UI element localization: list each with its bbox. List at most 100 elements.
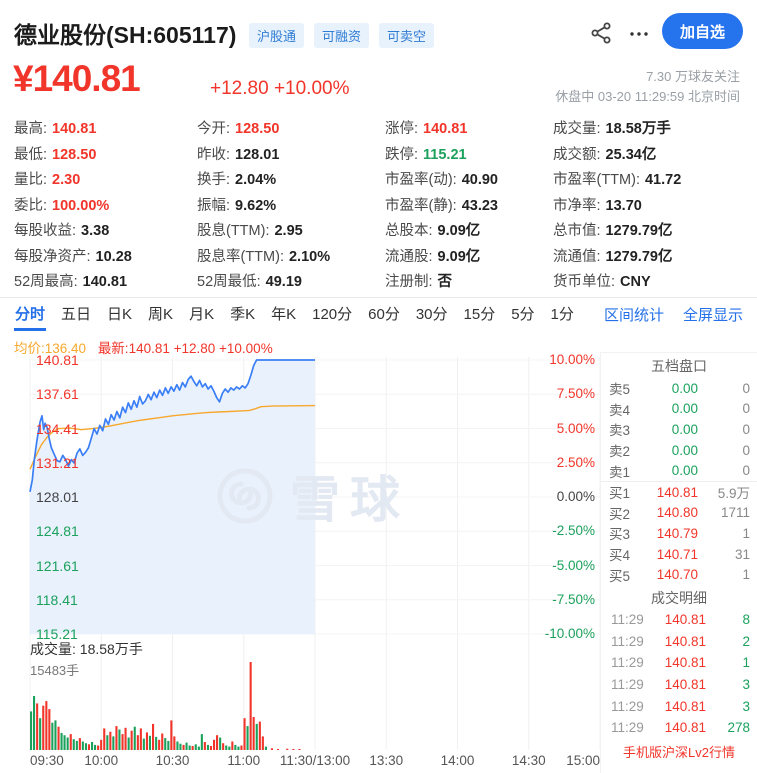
tab-6[interactable]: 年K — [271, 305, 297, 323]
level-price: 0.00 — [671, 421, 698, 437]
volume-bar — [121, 734, 124, 750]
trade-row: 11:29 140.81 3 — [601, 695, 757, 717]
trade-volume: 1 — [742, 655, 750, 671]
stat-cell: 市盈率(TTM): 41.72 — [553, 168, 750, 194]
tab-3[interactable]: 周K — [148, 305, 174, 323]
volume-bar — [142, 738, 145, 750]
tab-2[interactable]: 日K — [107, 305, 133, 323]
x-axis-label: 10:30 — [155, 753, 190, 768]
stat-cell: 货币单位: CNY — [553, 270, 750, 296]
volume-bar — [261, 736, 264, 750]
stat-cell: 市盈率(静): 43.23 — [385, 194, 553, 220]
stat-value: 115.21 — [423, 146, 467, 163]
level-price: 0.00 — [671, 380, 698, 396]
volume-bar — [188, 745, 191, 750]
share-icon[interactable] — [588, 20, 614, 46]
legend-avg-price: 均价:136.40 — [14, 341, 87, 356]
order-book-panel: 五档盘口 卖5 0.00 0 卖4 0.00 0 卖3 0.00 0 卖2 0.00 0 卖1 0.00 0… — [600, 352, 757, 773]
volume-bar — [51, 722, 54, 750]
volume-bar — [206, 744, 209, 750]
level-label: 卖1 — [609, 464, 631, 480]
tag-shanghai-connect: 沪股通 — [249, 23, 305, 48]
price-change: +12.80 +10.00% — [210, 78, 349, 100]
stat-label: 每股净资产: — [14, 248, 91, 265]
tab-9[interactable]: 30分 — [415, 305, 448, 323]
volume-bar — [234, 744, 237, 750]
stat-label: 最高: — [14, 121, 48, 137]
stat-cell: 注册制: 否 — [385, 270, 553, 296]
stat-value: 10.28 — [95, 248, 132, 265]
volume-bar — [222, 743, 225, 750]
trade-price: 140.81 — [664, 655, 706, 671]
volume-bar — [213, 739, 216, 750]
stat-label: 市盈率(动): — [385, 172, 457, 188]
volume-bar — [264, 746, 267, 750]
tab-11[interactable]: 5分 — [511, 305, 535, 323]
stat-cell: 最低: 128.50 — [14, 143, 197, 169]
more-options-icon[interactable] — [626, 20, 652, 46]
volume-bar — [240, 745, 243, 750]
stat-value: 128.50 — [52, 146, 97, 163]
stat-label: 振幅: — [197, 197, 231, 214]
range-stats-link[interactable]: 区间统计 — [603, 307, 664, 324]
trade-rows: 11:29 140.81 8 11:29 140.81 2 11:29 140.81 1 11:2… — [601, 609, 757, 739]
stat-value: 1279.79亿 — [605, 248, 673, 265]
fullscreen-link[interactable]: 全屏显示 — [682, 307, 743, 324]
lv2-quotes-link[interactable]: 手机版沪深Lv2行情 — [623, 744, 735, 760]
volume-bar — [197, 746, 200, 750]
stat-cell: 今开: 128.50 — [197, 117, 385, 143]
y-axis-pct-label: -7.50% — [552, 591, 595, 607]
stat-value: 128.50 — [235, 121, 280, 137]
stat-cell: 委比: 100.00% — [14, 194, 197, 220]
tab-12[interactable]: 1分 — [550, 305, 574, 323]
y-axis-pct-label: -5.00% — [552, 557, 595, 573]
trade-time: 11:29 — [611, 633, 644, 649]
ask-rows: 卖5 0.00 0 卖4 0.00 0 卖3 0.00 0 卖2 0.00 0 卖1 0.00 0 — [601, 378, 757, 481]
volume-bar — [94, 744, 97, 750]
volume-bar — [277, 749, 280, 750]
stat-value: 41.72 — [644, 172, 682, 188]
x-axis-label: 10:00 — [84, 753, 119, 768]
tab-10[interactable]: 15分 — [463, 305, 496, 323]
intraday-chart[interactable] — [0, 352, 601, 773]
tag-marginable: 可融资 — [314, 23, 370, 48]
volume-bar — [100, 739, 103, 750]
tab-5[interactable]: 季K — [230, 305, 256, 323]
y-axis-price-label: 115.21 — [36, 626, 78, 642]
stat-value: 18.58万手 — [605, 121, 671, 137]
volume-bar — [243, 718, 246, 750]
trade-time: 11:29 — [611, 655, 644, 671]
tab-0[interactable]: 分时 — [14, 298, 47, 331]
volume-bar — [170, 720, 173, 750]
stat-label: 52周最低: — [197, 274, 261, 290]
bid-row: 买4 140.71 31 — [601, 544, 757, 565]
volume-bar — [136, 735, 139, 750]
volume-bar — [252, 717, 255, 750]
price-line — [29, 359, 315, 492]
x-axis-label: 14:00 — [440, 753, 475, 768]
stats-grid: 最高: 140.81 今开: 128.50 涨停: 140.81 成交量: 18.58万手 最低… — [14, 117, 750, 296]
tab-1[interactable]: 五日 — [61, 305, 92, 323]
tab-4[interactable]: 月K — [189, 305, 215, 323]
stat-cell: 股息率(TTM): 2.10% — [197, 245, 385, 271]
stat-label: 市净率: — [553, 197, 601, 214]
level-volume: 1711 — [720, 505, 750, 521]
tab-7[interactable]: 120分 — [312, 305, 353, 323]
stat-cell: 涨停: 140.81 — [385, 117, 553, 143]
stat-label: 每股收益: — [14, 223, 77, 239]
tab-8[interactable]: 60分 — [368, 305, 400, 323]
volume-bar — [145, 732, 148, 750]
x-axis-label: 09:30 — [30, 753, 64, 768]
level-label: 买4 — [609, 548, 631, 564]
volume-bar — [246, 726, 249, 750]
stat-cell: 52周最低: 49.19 — [197, 270, 385, 296]
volume-bar — [72, 739, 75, 750]
volume-bar — [54, 720, 57, 750]
volume-bar — [109, 731, 112, 750]
add-watchlist-button[interactable]: 加自选 — [662, 13, 743, 49]
trade-volume: 3 — [742, 698, 750, 714]
trade-price: 140.81 — [664, 720, 706, 736]
stat-label: 股息率(TTM): — [197, 248, 284, 265]
ask-row: 卖1 0.00 0 — [601, 460, 757, 481]
